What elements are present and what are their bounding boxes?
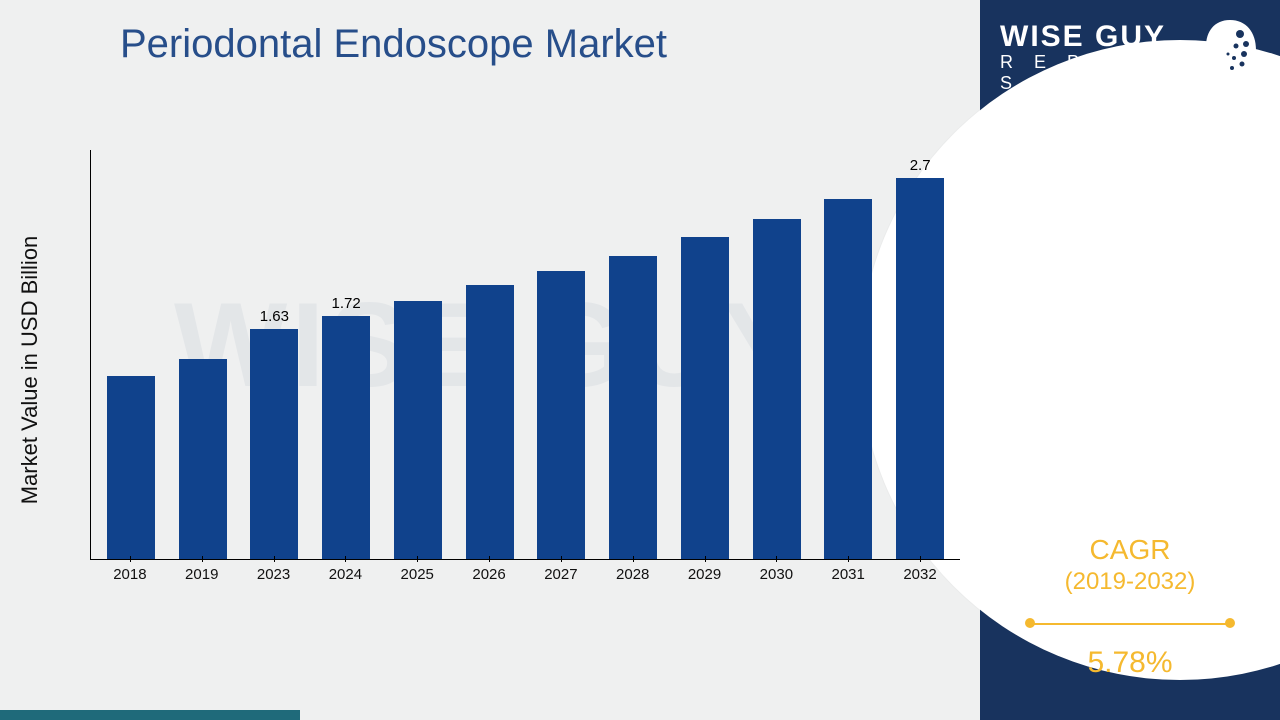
- cagr-dot-right: [1225, 618, 1235, 628]
- xtick-2029: 2029: [669, 560, 741, 590]
- bar-2028: [597, 150, 669, 559]
- cagr-block: CAGR (2019-2032) 5.78%: [1010, 534, 1250, 680]
- page: WISE GUY Periodontal Endoscope Market WI…: [0, 0, 1280, 720]
- xtick-2032: 2032: [884, 560, 956, 590]
- bar-rect: [322, 316, 370, 559]
- plot-area: 1.63 1.72 2.7: [90, 150, 960, 560]
- xtick-2030: 2030: [740, 560, 812, 590]
- xtick-2024: 2024: [309, 560, 381, 590]
- cagr-years: (2019-2032): [1010, 568, 1250, 596]
- bottom-accent: [0, 710, 300, 720]
- chart-title: Periodontal Endoscope Market: [120, 22, 667, 67]
- xtick-2028: 2028: [597, 560, 669, 590]
- bar-rect: [824, 199, 872, 559]
- bar-rect: [537, 271, 585, 559]
- bar-2032: 2.7: [884, 150, 956, 559]
- logo-line2: R E P O R T S: [1000, 52, 1192, 94]
- bar-rect: [394, 301, 442, 559]
- head-icon: [1200, 18, 1260, 96]
- xtick-2023: 2023: [238, 560, 310, 590]
- bar-2029: [669, 150, 741, 559]
- xtick-2027: 2027: [525, 560, 597, 590]
- bar-chart: Market Value in USD Billion 1.631.722.7 …: [40, 150, 960, 590]
- bar-rect: [681, 237, 729, 559]
- cagr-dot-left: [1025, 618, 1035, 628]
- bar-value-label: 2.7: [910, 157, 931, 174]
- y-axis-label: Market Value in USD Billion: [17, 236, 43, 505]
- xtick-2026: 2026: [453, 560, 525, 590]
- cagr-line: [1030, 614, 1230, 632]
- bar-rect: [179, 359, 227, 559]
- cagr-title: CAGR: [1010, 534, 1250, 566]
- bar-2018: [95, 150, 167, 559]
- bar-rect: [250, 329, 298, 559]
- cagr-value: 5.78%: [1010, 646, 1250, 680]
- logo-line1: WISE GUY: [1000, 20, 1166, 54]
- bar-2025: [382, 150, 454, 559]
- bar-value-label: 1.63: [260, 308, 289, 325]
- bar-2030: [741, 150, 813, 559]
- bar-value-label: 1.72: [332, 295, 361, 312]
- xtick-2025: 2025: [381, 560, 453, 590]
- bar-2023: 1.63: [239, 150, 311, 559]
- xtick-2019: 2019: [166, 560, 238, 590]
- bar-2031: [813, 150, 885, 559]
- bar-rect: [609, 256, 657, 559]
- xtick-2031: 2031: [812, 560, 884, 590]
- bar-2024: 1.72: [310, 150, 382, 559]
- bar-rect: [896, 178, 944, 559]
- brand-logo: WISE GUY R E P O R T S: [1000, 12, 1260, 102]
- xtick-2018: 2018: [94, 560, 166, 590]
- bar-rect: [466, 285, 514, 559]
- bar-rect: [753, 219, 801, 559]
- bar-2019: [167, 150, 239, 559]
- bar-rect: [107, 376, 155, 559]
- bar-2026: [454, 150, 526, 559]
- bar-2027: [526, 150, 598, 559]
